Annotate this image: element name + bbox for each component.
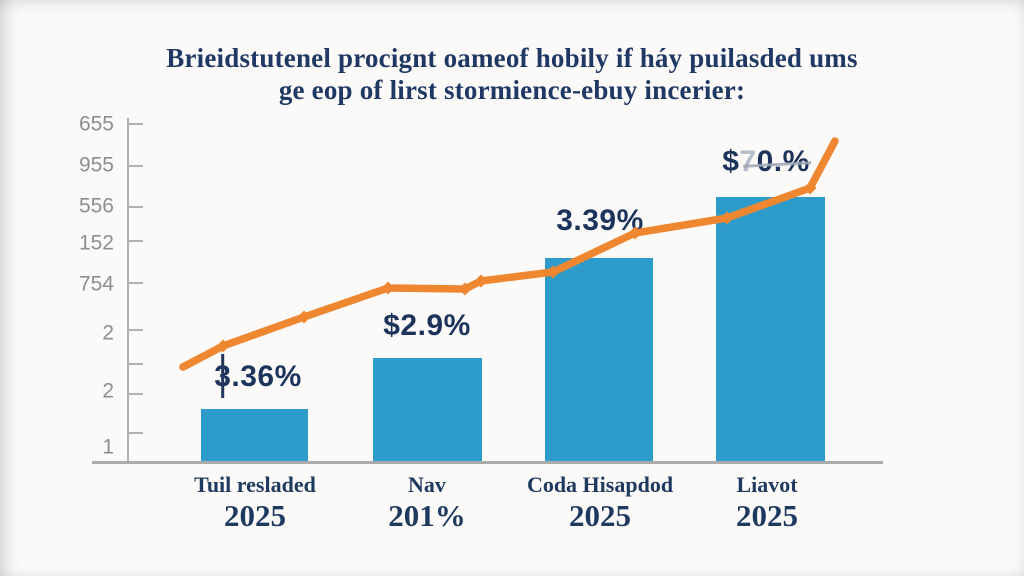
category-label: Tuil resladed 2025 — [194, 471, 316, 533]
category-label-line1: Nav — [408, 472, 446, 497]
x-axis-baseline — [92, 461, 883, 464]
bar-value-label-part: % — [782, 145, 810, 178]
y-axis-line — [127, 118, 129, 461]
y-axis-label: 1 — [102, 435, 114, 459]
category-label-line2: 2025 — [224, 498, 286, 533]
category-label-line1: Coda Hisapdod — [526, 472, 674, 497]
y-axis-tick — [127, 329, 143, 331]
bar-value-label: $70.% — [722, 145, 810, 179]
bar-value-label: $2.9% — [383, 309, 471, 342]
y-axis-label: 955 — [78, 153, 114, 177]
y-axis-tick — [127, 165, 143, 167]
y-axis-tick — [127, 282, 143, 284]
category-label: Liavot 2025 — [736, 471, 798, 533]
line-marker — [803, 181, 817, 195]
bar-value-label-part: 0. — [756, 145, 783, 178]
y-axis-tick — [127, 432, 143, 434]
category-label: Coda Hisapdod 2025 — [527, 471, 673, 533]
bar — [201, 409, 308, 461]
bar — [716, 197, 825, 461]
bar — [373, 358, 482, 461]
y-axis-tick — [127, 393, 143, 395]
chart-title-line2: ge eop of lirst stormience-ebuy incerier… — [278, 75, 746, 105]
y-axis-tick — [127, 240, 143, 242]
category-label-line1: Tuil resladed — [194, 472, 316, 497]
bar — [545, 258, 653, 461]
bar-value-label-part: $ — [722, 145, 740, 178]
bar-value-label-part: 7 — [739, 145, 757, 178]
y-axis-label: 754 — [78, 272, 114, 296]
line-marker — [216, 339, 230, 353]
category-label-line2: 201% — [388, 498, 466, 533]
line-marker — [381, 281, 395, 295]
y-axis-label: 556 — [78, 194, 114, 218]
bar-value-label: 3.36% — [214, 354, 302, 398]
line-marker — [458, 282, 472, 296]
y-axis-label: 152 — [78, 231, 114, 255]
bar-value-label-part: 3 — [214, 354, 232, 398]
y-axis-label: 2 — [102, 379, 114, 403]
chart-title-line1: Brieidstutenel procignt oameof hobily if… — [166, 43, 858, 73]
line-marker — [474, 274, 488, 288]
category-label-line2: 2025 — [569, 498, 631, 533]
y-axis-tick — [127, 206, 143, 208]
bar-value-label: 3.39% — [556, 204, 644, 237]
y-axis-tick — [127, 363, 143, 365]
line-marker — [297, 310, 311, 324]
category-label-line2: 2025 — [736, 498, 798, 533]
y-axis-label: 2 — [102, 321, 114, 345]
y-axis-label: 655 — [78, 112, 114, 136]
category-label-line1: Liavot — [736, 472, 798, 497]
y-axis-tick — [127, 123, 143, 125]
chart-title: Brieidstutenel procignt oameof hobily if… — [0, 42, 1024, 106]
category-label: Nav 201% — [388, 471, 466, 533]
